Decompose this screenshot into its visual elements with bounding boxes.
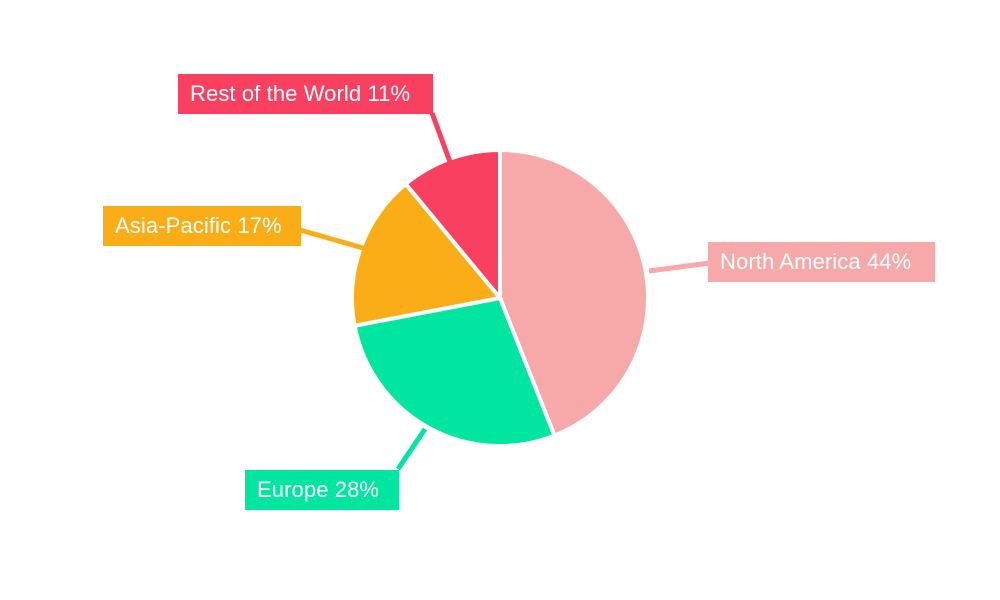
pie-label-europe[interactable]: Europe 28% bbox=[245, 470, 399, 510]
pie-label-asia-pacific[interactable]: Asia-Pacific 17% bbox=[103, 206, 301, 246]
pie-label-rest-of-the-world[interactable]: Rest of the World 11% bbox=[178, 74, 433, 114]
label-connector-lines-group bbox=[299, 112, 711, 471]
connector-line-rest-of-the-world bbox=[429, 112, 453, 163]
pie-label-europe-text: Europe 28% bbox=[257, 477, 380, 502]
pie-label-north-america-text: North America 44% bbox=[720, 249, 912, 274]
pie-label-asia-pacific-text: Asia-Pacific 17% bbox=[115, 213, 282, 238]
pie-label-north-america[interactable]: North America 44% bbox=[708, 242, 935, 282]
connector-line-europe bbox=[395, 427, 428, 471]
pie-label-rest-of-the-world-text: Rest of the World 11% bbox=[190, 81, 411, 106]
pie-slice-north-america[interactable] bbox=[498, 147, 650, 439]
pie-slices-group bbox=[350, 147, 650, 448]
connector-line-asia-pacific bbox=[299, 227, 364, 251]
pie-slice-europe[interactable] bbox=[352, 295, 558, 448]
connector-line-north-america bbox=[648, 260, 711, 274]
